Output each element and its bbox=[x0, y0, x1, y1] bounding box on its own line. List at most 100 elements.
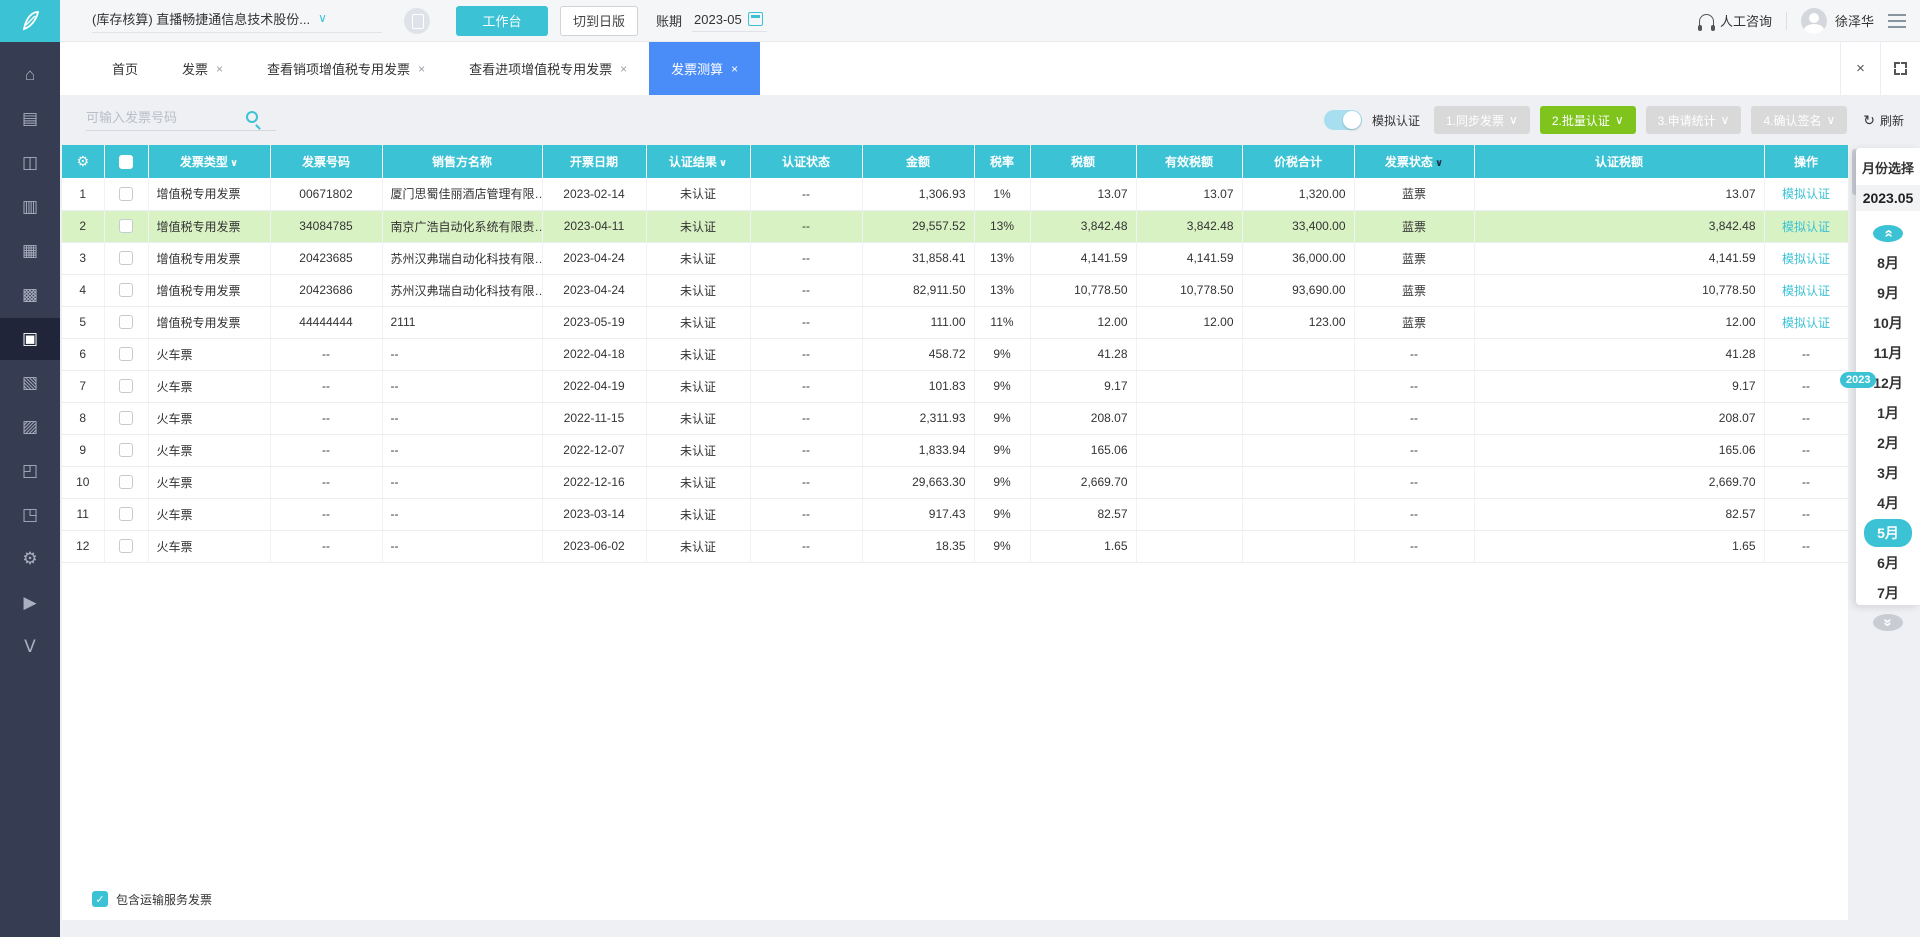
simulate-auth-toggle[interactable] bbox=[1323, 110, 1362, 130]
sort-icon[interactable]: ∨ bbox=[718, 158, 728, 169]
row-checkbox[interactable] bbox=[119, 251, 133, 266]
batch-auth-button[interactable]: 2.批量认证 ∨ bbox=[1539, 106, 1636, 134]
table-row[interactable]: 9 火车票 -- -- 2022-12-07 未认证 -- 1,833.94 9% 165.06-… bbox=[62, 434, 1849, 467]
sidebar-item-report-chart[interactable]: ◫ bbox=[0, 142, 60, 184]
close-icon[interactable]: × bbox=[620, 61, 628, 76]
apply-stats-button[interactable]: 3.申请统计 ∨ bbox=[1645, 106, 1742, 134]
sort-icon[interactable]: ∨ bbox=[229, 158, 239, 169]
sidebar-item-home[interactable]: ⌂ bbox=[0, 54, 60, 96]
table-row[interactable]: 11 火车票 -- -- 2023-03-14 未认证 -- 917.43 9% 82.57 -- 8… bbox=[62, 498, 1849, 531]
month-item[interactable]: 9月 bbox=[1877, 285, 1899, 301]
row-checkbox[interactable] bbox=[119, 507, 133, 522]
cell-seller: -- bbox=[382, 402, 543, 435]
search-input[interactable] bbox=[86, 109, 246, 125]
tab-invoice[interactable]: 发票 × bbox=[160, 42, 245, 95]
scroll-months-up-button[interactable]: » bbox=[1873, 225, 1903, 242]
close-icon[interactable]: × bbox=[216, 61, 224, 76]
row-checkbox[interactable] bbox=[119, 315, 133, 330]
month-item[interactable]: 11月 bbox=[1873, 345, 1903, 361]
scroll-months-down-button[interactable]: » bbox=[1873, 614, 1903, 631]
fullscreen-icon[interactable] bbox=[1880, 42, 1920, 95]
close-icon[interactable]: × bbox=[731, 61, 739, 76]
table-row[interactable]: 2 增值税专用发票 34084785 南京广浩自动化系统有限责… 2023-04-11 未… bbox=[62, 210, 1849, 243]
table-row[interactable]: 12 火车票 -- -- 2023-06-02 未认证 -- 18.35 9% 1.65 -- 1.6… bbox=[62, 530, 1849, 563]
row-checkbox[interactable] bbox=[119, 283, 133, 298]
column-settings[interactable]: ⚙ bbox=[62, 145, 105, 178]
table-row[interactable]: 8 火车票 -- -- 2022-11-15 未认证 -- 2,311.93 9% 208.07-… bbox=[62, 402, 1849, 435]
close-icon[interactable]: × bbox=[418, 61, 426, 76]
row-checkbox[interactable] bbox=[119, 539, 133, 554]
row-checkbox[interactable] bbox=[119, 187, 133, 202]
table-row[interactable]: 1 增值税专用发票 00671802 厦门思蜀佳丽酒店管理有限… 2023-02-14 未… bbox=[62, 178, 1849, 211]
table-row[interactable]: 10 火车票 -- -- 2022-12-16 未认证 -- 29,663.30 9% 2,669… bbox=[62, 466, 1849, 499]
simulate-auth-link[interactable]: 模拟认证 bbox=[1781, 219, 1830, 234]
month-item[interactable]: 4月 bbox=[1877, 495, 1899, 511]
table-row[interactable]: 6 火车票 -- -- 2022-04-18 未认证 -- 458.72 9% 41.28 -- 41… bbox=[62, 338, 1849, 371]
quick-note-icon[interactable] bbox=[404, 7, 430, 34]
cell-status: -- bbox=[750, 178, 863, 211]
tab-home[interactable]: 首页 bbox=[90, 42, 160, 95]
month-item[interactable]: 1月 bbox=[1877, 405, 1899, 421]
sidebar-item-cashier[interactable]: ▥ bbox=[0, 186, 60, 228]
tab-input-vat-invoices[interactable]: 查看进项增值税专用发票 × bbox=[447, 42, 649, 95]
row-checkbox[interactable] bbox=[119, 219, 133, 234]
month-item[interactable]: 6月 bbox=[1877, 555, 1899, 571]
simulate-auth-link[interactable]: 模拟认证 bbox=[1781, 251, 1830, 266]
row-checkbox[interactable] bbox=[119, 475, 133, 490]
workbench-button[interactable]: 工作台 bbox=[456, 5, 548, 36]
table-row[interactable]: 4 增值税专用发票 20423686 苏州汉弗瑞自动化科技有限… 2023-04-24 未… bbox=[62, 274, 1849, 307]
hamburger-menu-icon[interactable] bbox=[1888, 13, 1906, 28]
simulate-auth-link[interactable]: 模拟认证 bbox=[1781, 283, 1830, 298]
month-item[interactable]: 12月 bbox=[1873, 375, 1903, 391]
simulate-auth-link[interactable]: 模拟认证 bbox=[1781, 315, 1830, 330]
app-logo[interactable] bbox=[0, 0, 60, 42]
switch-daily-button[interactable]: 切到日版 bbox=[560, 5, 639, 36]
sidebar-item-settings-gear[interactable]: ⚙ bbox=[0, 538, 60, 580]
sidebar-item-detail-grid[interactable]: ▩ bbox=[0, 274, 60, 316]
sidebar-item-ledger[interactable]: ▦ bbox=[0, 230, 60, 272]
sidebar-item-video[interactable]: ▶ bbox=[0, 582, 60, 624]
sidebar-item-checkout[interactable]: ◰ bbox=[0, 450, 60, 492]
month-item[interactable]: 7月 bbox=[1877, 585, 1899, 601]
cell-valid_tax bbox=[1136, 338, 1243, 371]
close-all-tabs-button[interactable]: × bbox=[1840, 42, 1880, 95]
sidebar-item-service[interactable]: ▨ bbox=[0, 406, 60, 448]
month-item[interactable]: 3月 bbox=[1877, 465, 1899, 481]
cell-idx: 6 bbox=[62, 338, 105, 371]
sidebar-item-voucher[interactable]: ▤ bbox=[0, 98, 60, 140]
month-item[interactable]: 2月 bbox=[1877, 435, 1899, 451]
sidebar-item-invoice[interactable]: ▣ bbox=[0, 318, 60, 360]
table-row[interactable]: 5 增值税专用发票 44444444 2111 2023-05-19 未认证 -- 111.0… bbox=[62, 306, 1849, 339]
row-checkbox[interactable] bbox=[119, 347, 133, 362]
confirm-sign-button[interactable]: 4.确认签名 ∨ bbox=[1751, 106, 1848, 134]
month-item[interactable]: 10月 bbox=[1873, 315, 1903, 331]
row-checkbox[interactable] bbox=[119, 379, 133, 394]
sidebar-item-assets[interactable]: ▧ bbox=[0, 362, 60, 404]
chevron-down-icon: ∨ bbox=[1826, 113, 1836, 127]
manual-consult-button[interactable]: 人工咨询 bbox=[1697, 11, 1772, 31]
month-item[interactable]: 5月 bbox=[1864, 519, 1912, 547]
month-item[interactable]: 8月 bbox=[1877, 255, 1899, 271]
period-picker[interactable]: 2023-05 bbox=[692, 10, 767, 32]
col-invoice-status[interactable]: 发票状态 ∨ bbox=[1354, 145, 1475, 178]
sidebar-item-salary[interactable]: ◳ bbox=[0, 494, 60, 536]
row-checkbox[interactable] bbox=[119, 443, 133, 458]
sidebar-item-logo-v[interactable]: Ⅴ bbox=[0, 626, 60, 668]
user-menu[interactable]: 徐泽华 bbox=[1800, 7, 1874, 34]
table-row[interactable]: 7 火车票 -- -- 2022-04-19 未认证 -- 101.83 9% 9.17 -- 9.1… bbox=[62, 370, 1849, 403]
col-invoice-type[interactable]: 发票类型 ∨ bbox=[148, 145, 271, 178]
col-auth-result[interactable]: 认证结果 ∨ bbox=[646, 145, 751, 178]
row-checkbox[interactable] bbox=[119, 411, 133, 426]
simulate-auth-link[interactable]: 模拟认证 bbox=[1781, 187, 1830, 202]
vertical-scrollbar[interactable] bbox=[1852, 149, 1858, 195]
transport-invoice-checkbox[interactable]: ✓ bbox=[92, 891, 108, 907]
tab-output-vat-invoices[interactable]: 查看销项增值税专用发票 × bbox=[245, 42, 447, 95]
refresh-button[interactable]: ↻ 刷新 bbox=[1863, 112, 1904, 129]
select-all-checkbox[interactable] bbox=[119, 154, 133, 169]
table-row[interactable]: 3 增值税专用发票 20423685 苏州汉弗瑞自动化科技有限… 2023-04-24 未… bbox=[62, 242, 1849, 275]
search-icon[interactable] bbox=[246, 111, 258, 123]
tab-invoice-calc[interactable]: 发票测算 × bbox=[649, 42, 761, 95]
sync-invoice-button[interactable]: 1.同步发票 ∨ bbox=[1434, 106, 1530, 134]
sort-icon[interactable]: ∨ bbox=[1434, 158, 1444, 169]
company-selector[interactable]: (库存核算) 直播畅捷通信息技术股份... ∨ bbox=[92, 9, 382, 33]
